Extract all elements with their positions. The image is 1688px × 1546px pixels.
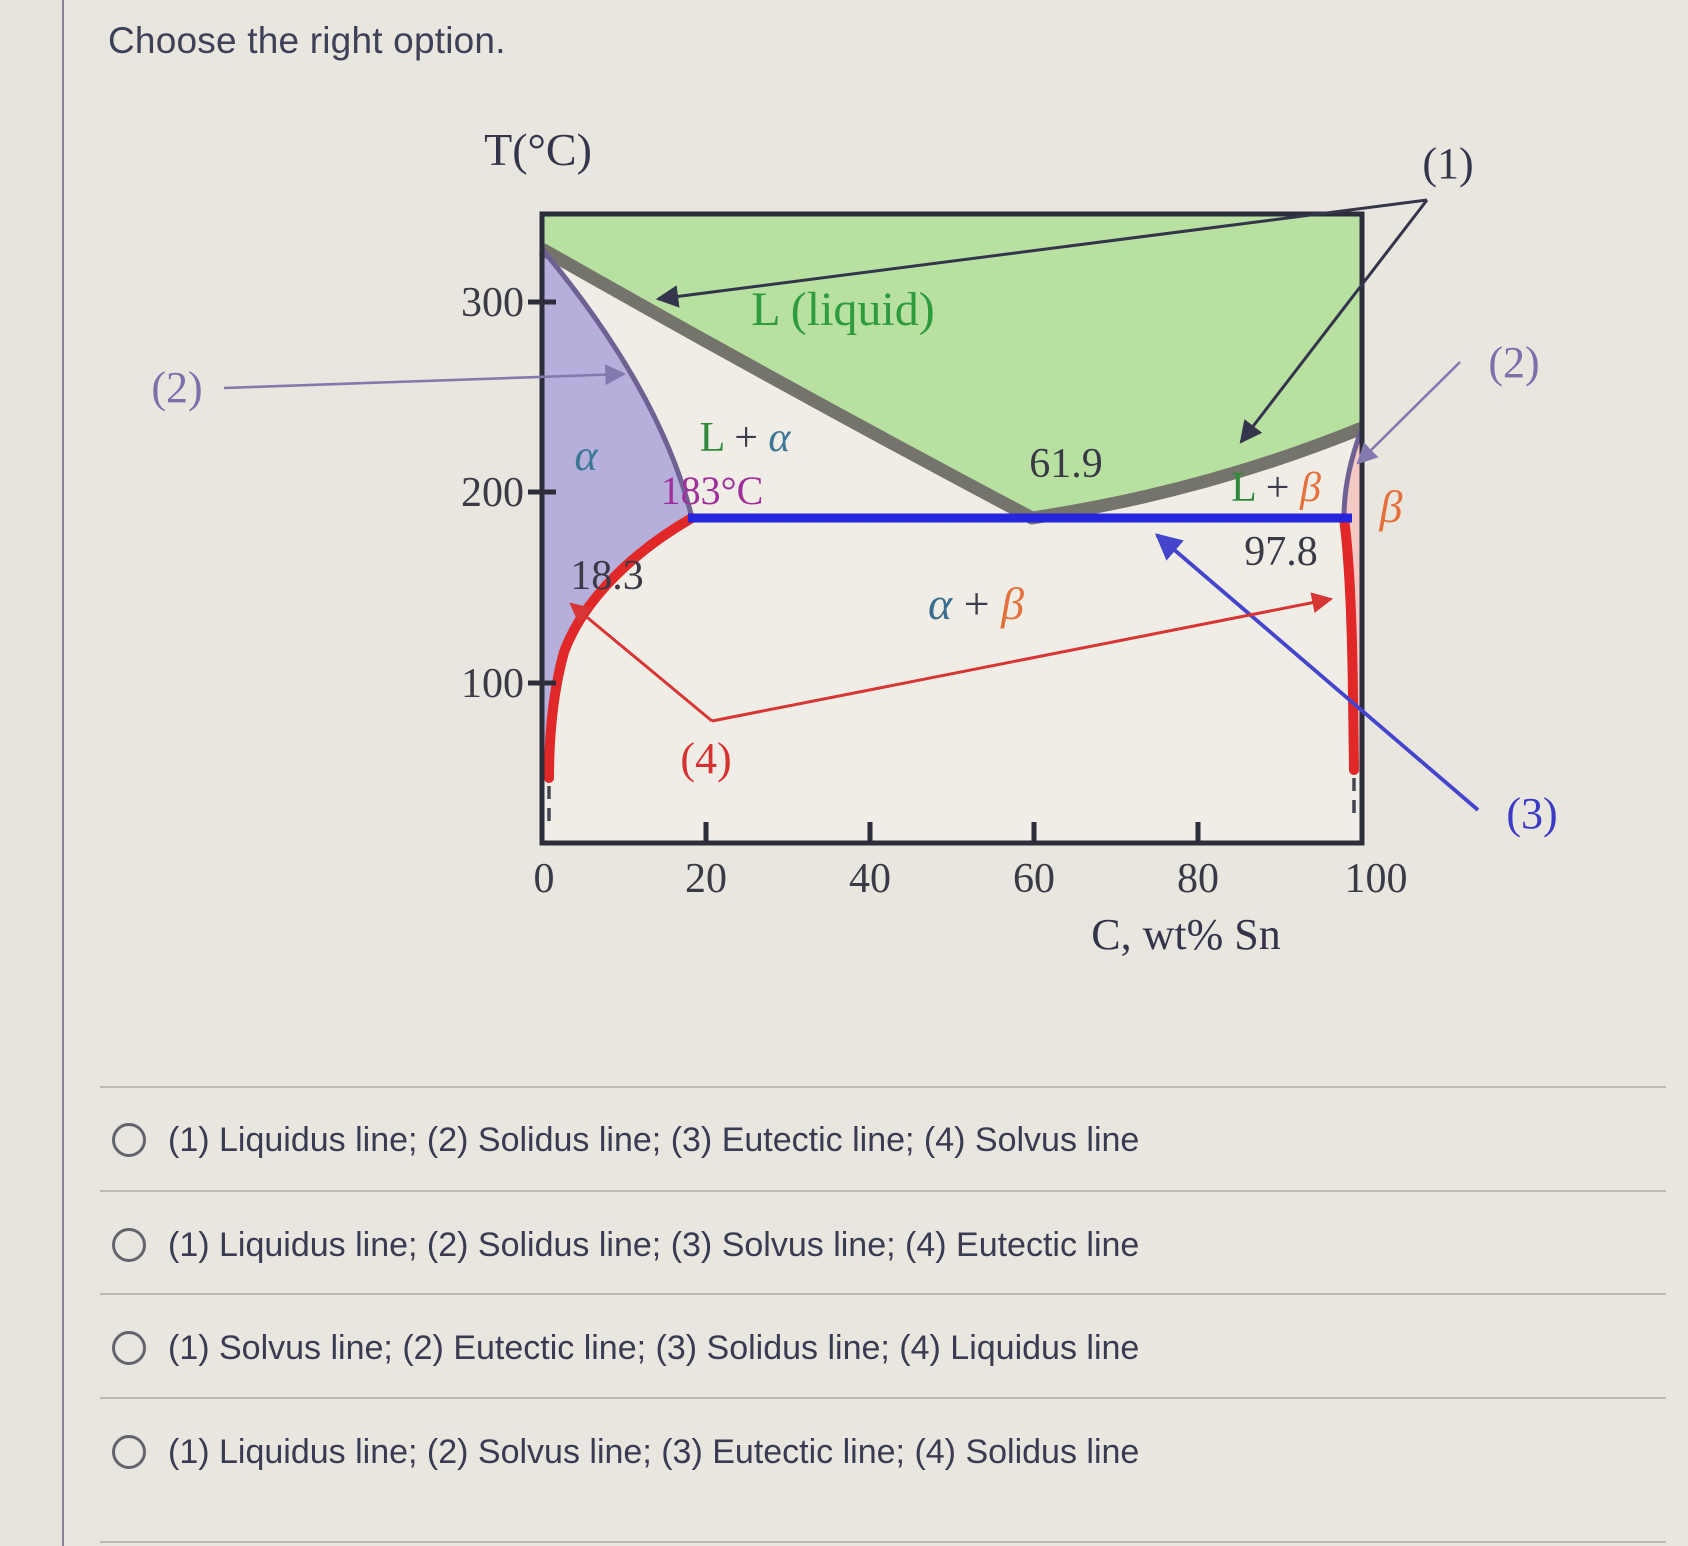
callout-4-label: (4) (680, 734, 731, 783)
region-label-alpha-plus-beta: α + β (928, 578, 1024, 629)
option-label-2: (1) Liquidus line; (2) Solidus line; (3)… (168, 1225, 1140, 1264)
callout-2-arrow-right (1356, 361, 1461, 465)
radio-button-option-1[interactable] (112, 1123, 146, 1157)
region-alpha (542, 249, 692, 780)
solidus-line-right (1341, 427, 1365, 519)
region-label-beta: β (1379, 481, 1403, 532)
phase-diagram: T(°C) C, wt% Sn 300 200 100 0 20 40 60 8… (151, 124, 1557, 959)
x-tick-label-40: 40 (849, 856, 891, 902)
page-left-border (62, 0, 64, 1546)
liquidus-line (538, 243, 1365, 525)
divider (100, 1293, 1666, 1295)
callout-3-label: (3) (1506, 789, 1557, 838)
callout-1-arrow-right (1239, 199, 1429, 444)
phase-diagram-svg: T(°C) C, wt% Sn 300 200 100 0 20 40 60 8… (151, 124, 1557, 959)
plot-frame (539, 211, 1365, 846)
x-tick-label-0: 0 (534, 856, 555, 902)
x-tick-label-80: 80 (1177, 856, 1219, 902)
divider (100, 1541, 1666, 1543)
divider (100, 1086, 1666, 1088)
option-label-4: (1) Liquidus line; (2) Solvus line; (3) … (168, 1432, 1140, 1471)
callout-3-arrow (1154, 533, 1480, 812)
callout-2-left-label: (2) (151, 363, 202, 412)
y-tick-label-200: 200 (461, 470, 524, 516)
radio-button-option-2[interactable] (112, 1228, 146, 1262)
y-tick-label-300: 300 (461, 280, 524, 326)
y-tick-label-100: 100 (461, 661, 524, 707)
x-tick-label-100: 100 (1345, 856, 1408, 902)
radio-button-option-4[interactable] (112, 1435, 146, 1469)
option-row-1[interactable]: (1) Liquidus line; (2) Solidus line; (3)… (112, 1112, 1612, 1168)
page-title: Choose the right option. (108, 20, 506, 61)
region-label-l-plus-alpha: L + α (700, 415, 792, 461)
alpha-solubility-label: 18.3 (570, 553, 644, 599)
region-label-l-plus-beta: L + β (1231, 465, 1321, 511)
x-tick-label-60: 60 (1013, 856, 1055, 902)
x-axis-title: C, wt% Sn (1091, 910, 1280, 959)
divider (100, 1190, 1666, 1192)
solvus-line-left (544, 513, 697, 783)
eutectic-comp-label: 61.9 (1029, 441, 1103, 487)
callout-2-right-label: (2) (1488, 338, 1539, 387)
callout-1-arrow-left (655, 198, 1428, 308)
x-tick-label-20: 20 (685, 856, 727, 902)
region-liquid (542, 214, 1362, 518)
divider (100, 1397, 1666, 1399)
radio-button-option-3[interactable] (112, 1331, 146, 1365)
option-label-1: (1) Liquidus line; (2) Solidus line; (3)… (168, 1120, 1140, 1159)
region-label-liquid: L (liquid) (751, 283, 935, 336)
option-row-4[interactable]: (1) Liquidus line; (2) Solvus line; (3) … (112, 1424, 1612, 1480)
page-left-margin (0, 0, 62, 1546)
solidus-line-left (540, 247, 695, 519)
option-row-3[interactable]: (1) Solvus line; (2) Eutectic line; (3) … (112, 1320, 1612, 1376)
eutectic-temp-label: 183°C (661, 468, 764, 513)
region-label-alpha: α (574, 431, 598, 480)
option-label-3: (1) Solvus line; (2) Eutectic line; (3) … (168, 1328, 1140, 1367)
callout-1-label: (1) (1422, 139, 1473, 188)
callout-4-arrow-left (569, 602, 713, 723)
option-row-2[interactable]: (1) Liquidus line; (2) Solidus line; (3)… (112, 1217, 1612, 1273)
solvus-line-right (1339, 513, 1359, 775)
callout-2-arrow-left (223, 364, 627, 390)
callout-4-arrow-right (711, 592, 1334, 723)
y-axis-title: T(°C) (484, 124, 592, 175)
beta-composition-label: 97.8 (1244, 529, 1318, 575)
